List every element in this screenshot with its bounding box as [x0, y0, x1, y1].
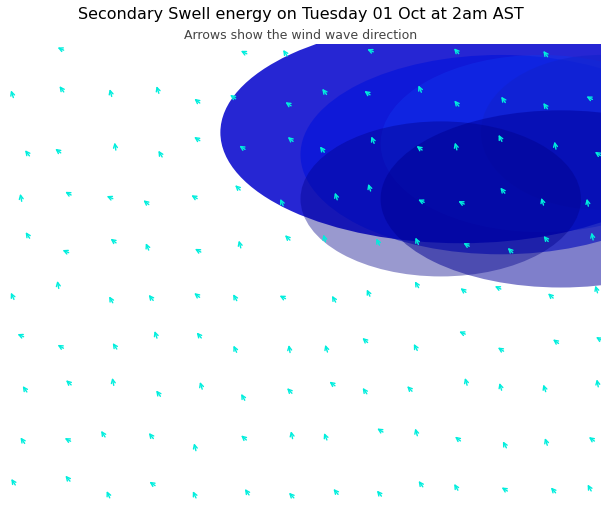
Ellipse shape — [380, 56, 601, 233]
Ellipse shape — [380, 111, 601, 288]
Ellipse shape — [221, 23, 601, 244]
Text: Secondary Swell energy on Tuesday 01 Oct at 2am AST: Secondary Swell energy on Tuesday 01 Oct… — [78, 7, 523, 22]
Ellipse shape — [481, 56, 601, 211]
Ellipse shape — [300, 56, 601, 255]
Text: Arrows show the wind wave direction: Arrows show the wind wave direction — [184, 29, 417, 41]
Ellipse shape — [300, 122, 581, 277]
